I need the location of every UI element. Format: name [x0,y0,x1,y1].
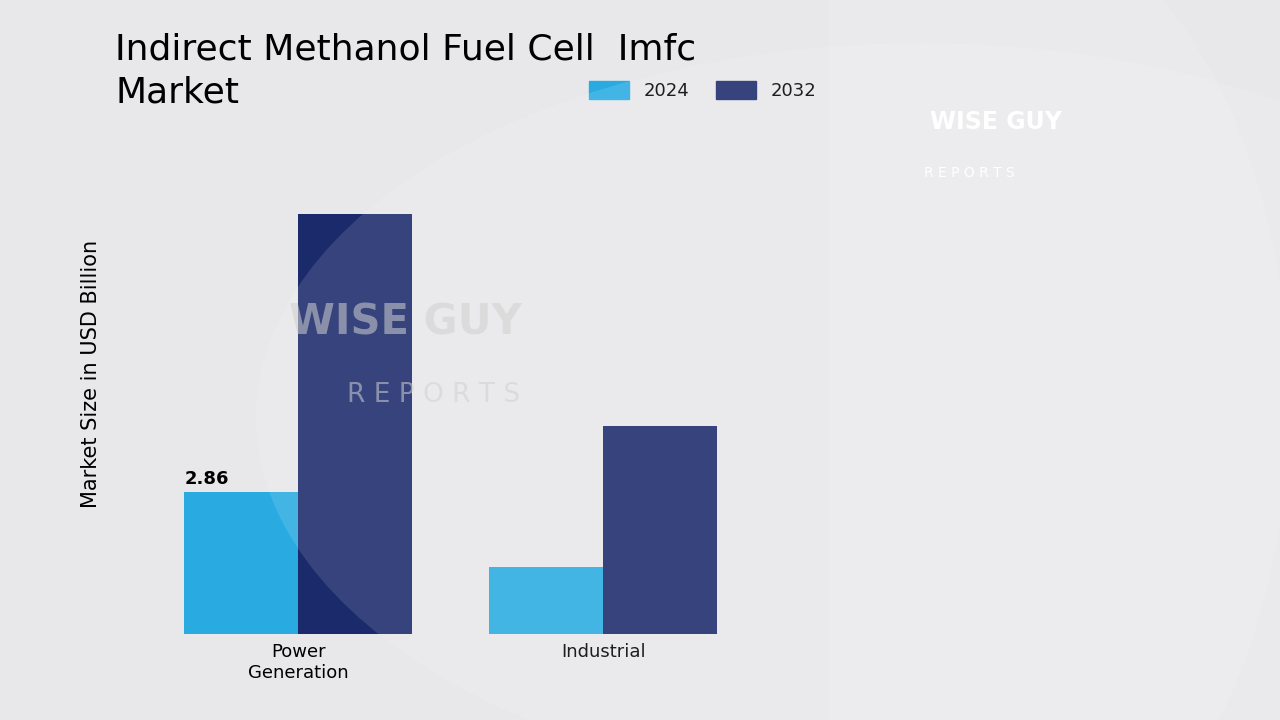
Text: R E P O R T S: R E P O R T S [347,382,520,408]
Y-axis label: Market Size in USD Billion: Market Size in USD Billion [82,240,101,508]
Text: R E P O R T S: R E P O R T S [924,166,1015,180]
Text: WISE GUY: WISE GUY [289,302,522,343]
Bar [298,214,412,634]
Text: Market: Market [115,76,239,109]
Circle shape [658,0,1280,720]
Legend: 2024, 2032: 2024, 2032 [580,73,826,109]
Text: WISE GUY: WISE GUY [931,110,1062,135]
Text: 2.86: 2.86 [184,470,229,488]
Bar [603,426,717,634]
Bar [489,567,603,634]
Text: Indirect Methanol Fuel Cell  Imfc: Indirect Methanol Fuel Cell Imfc [115,32,696,66]
Bar [184,492,298,634]
